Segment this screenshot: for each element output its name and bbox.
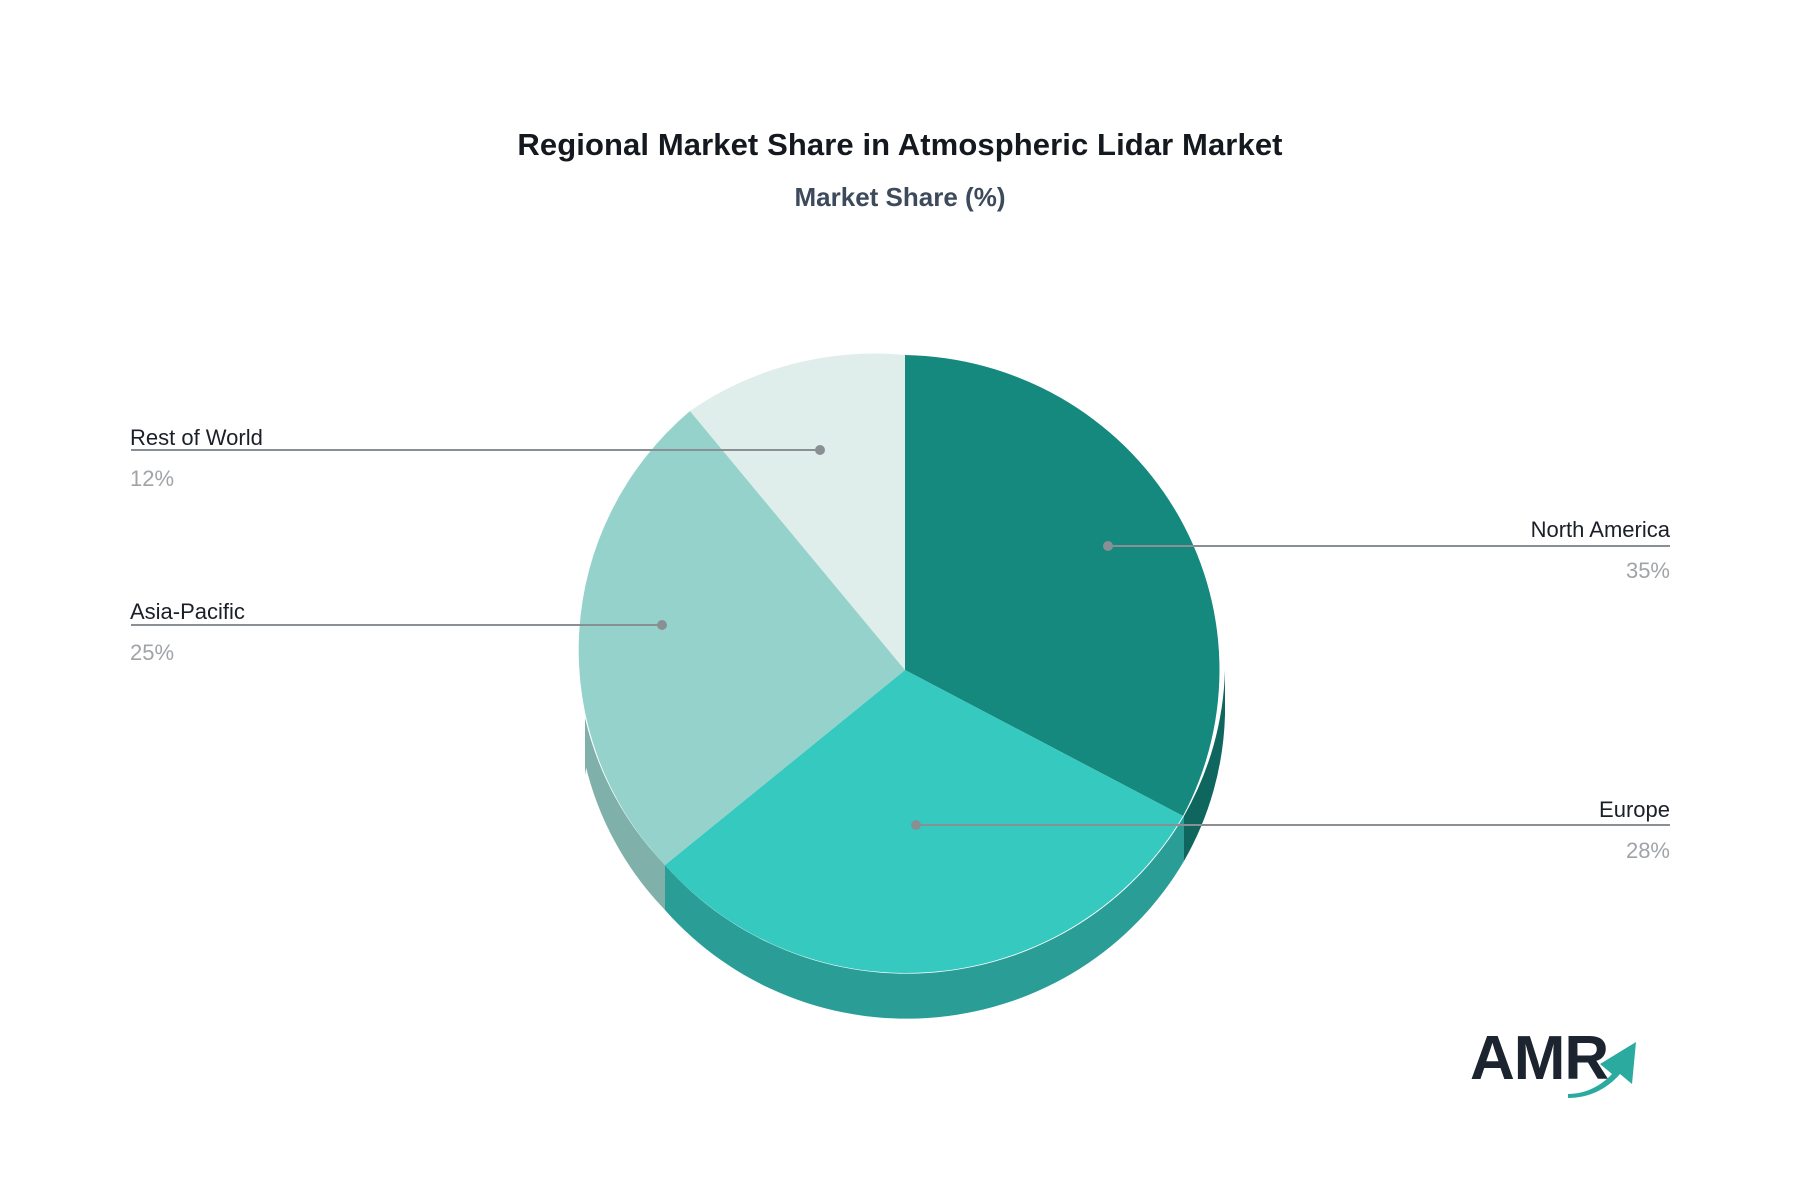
callout-value-asia-pacific: 25% <box>130 640 175 665</box>
callout-label-europe: Europe <box>1599 797 1670 822</box>
callout-value-europe: 28% <box>1625 838 1670 863</box>
chart-subtitle: Market Share (%) <box>794 182 1006 212</box>
amr-logo: AMR <box>1470 1028 1645 1106</box>
pie-side-asia-pacific-wall <box>585 718 665 910</box>
pie-slice-rest-of-world[interactable] <box>690 353 905 670</box>
callout-rest-of-world[interactable]: Rest of World 12% <box>130 424 550 493</box>
callout-europe[interactable]: Europe 28% <box>1250 796 1670 865</box>
amr-logo-text: AMR <box>1470 1024 1609 1093</box>
callout-north-america[interactable]: North America 35% <box>1250 516 1670 585</box>
leader-dot-north-america <box>1103 541 1113 551</box>
callout-asia-pacific[interactable]: Asia-Pacific 25% <box>130 598 550 667</box>
pie-3d-body <box>578 353 1225 1019</box>
pie-slice-north-america[interactable] <box>905 355 1220 816</box>
leader-lines <box>131 445 1670 830</box>
pie-side-north-america <box>1184 670 1225 861</box>
chart-header: Regional Market Share in Atmospheric Lid… <box>0 126 1800 214</box>
callout-label-asia-pacific: Asia-Pacific <box>130 599 245 624</box>
leader-dot-rest-of-world <box>815 445 825 455</box>
page-title: Regional Market Share in Atmospheric Lid… <box>517 127 1283 162</box>
leader-dot-europe <box>911 820 921 830</box>
pie-side-europe <box>665 816 1184 1019</box>
leader-dot-asia-pacific <box>657 620 667 630</box>
growth-arrow-icon <box>1568 1042 1636 1098</box>
callout-value-north-america: 35% <box>1625 558 1670 583</box>
callout-label-rest-of-world: Rest of World <box>130 425 263 450</box>
pie-slice-europe[interactable] <box>665 670 1183 973</box>
callout-value-rest-of-world: 12% <box>130 466 175 491</box>
callout-label-north-america: North America <box>1530 517 1670 542</box>
pie-slice-asia-pacific[interactable] <box>578 411 905 865</box>
